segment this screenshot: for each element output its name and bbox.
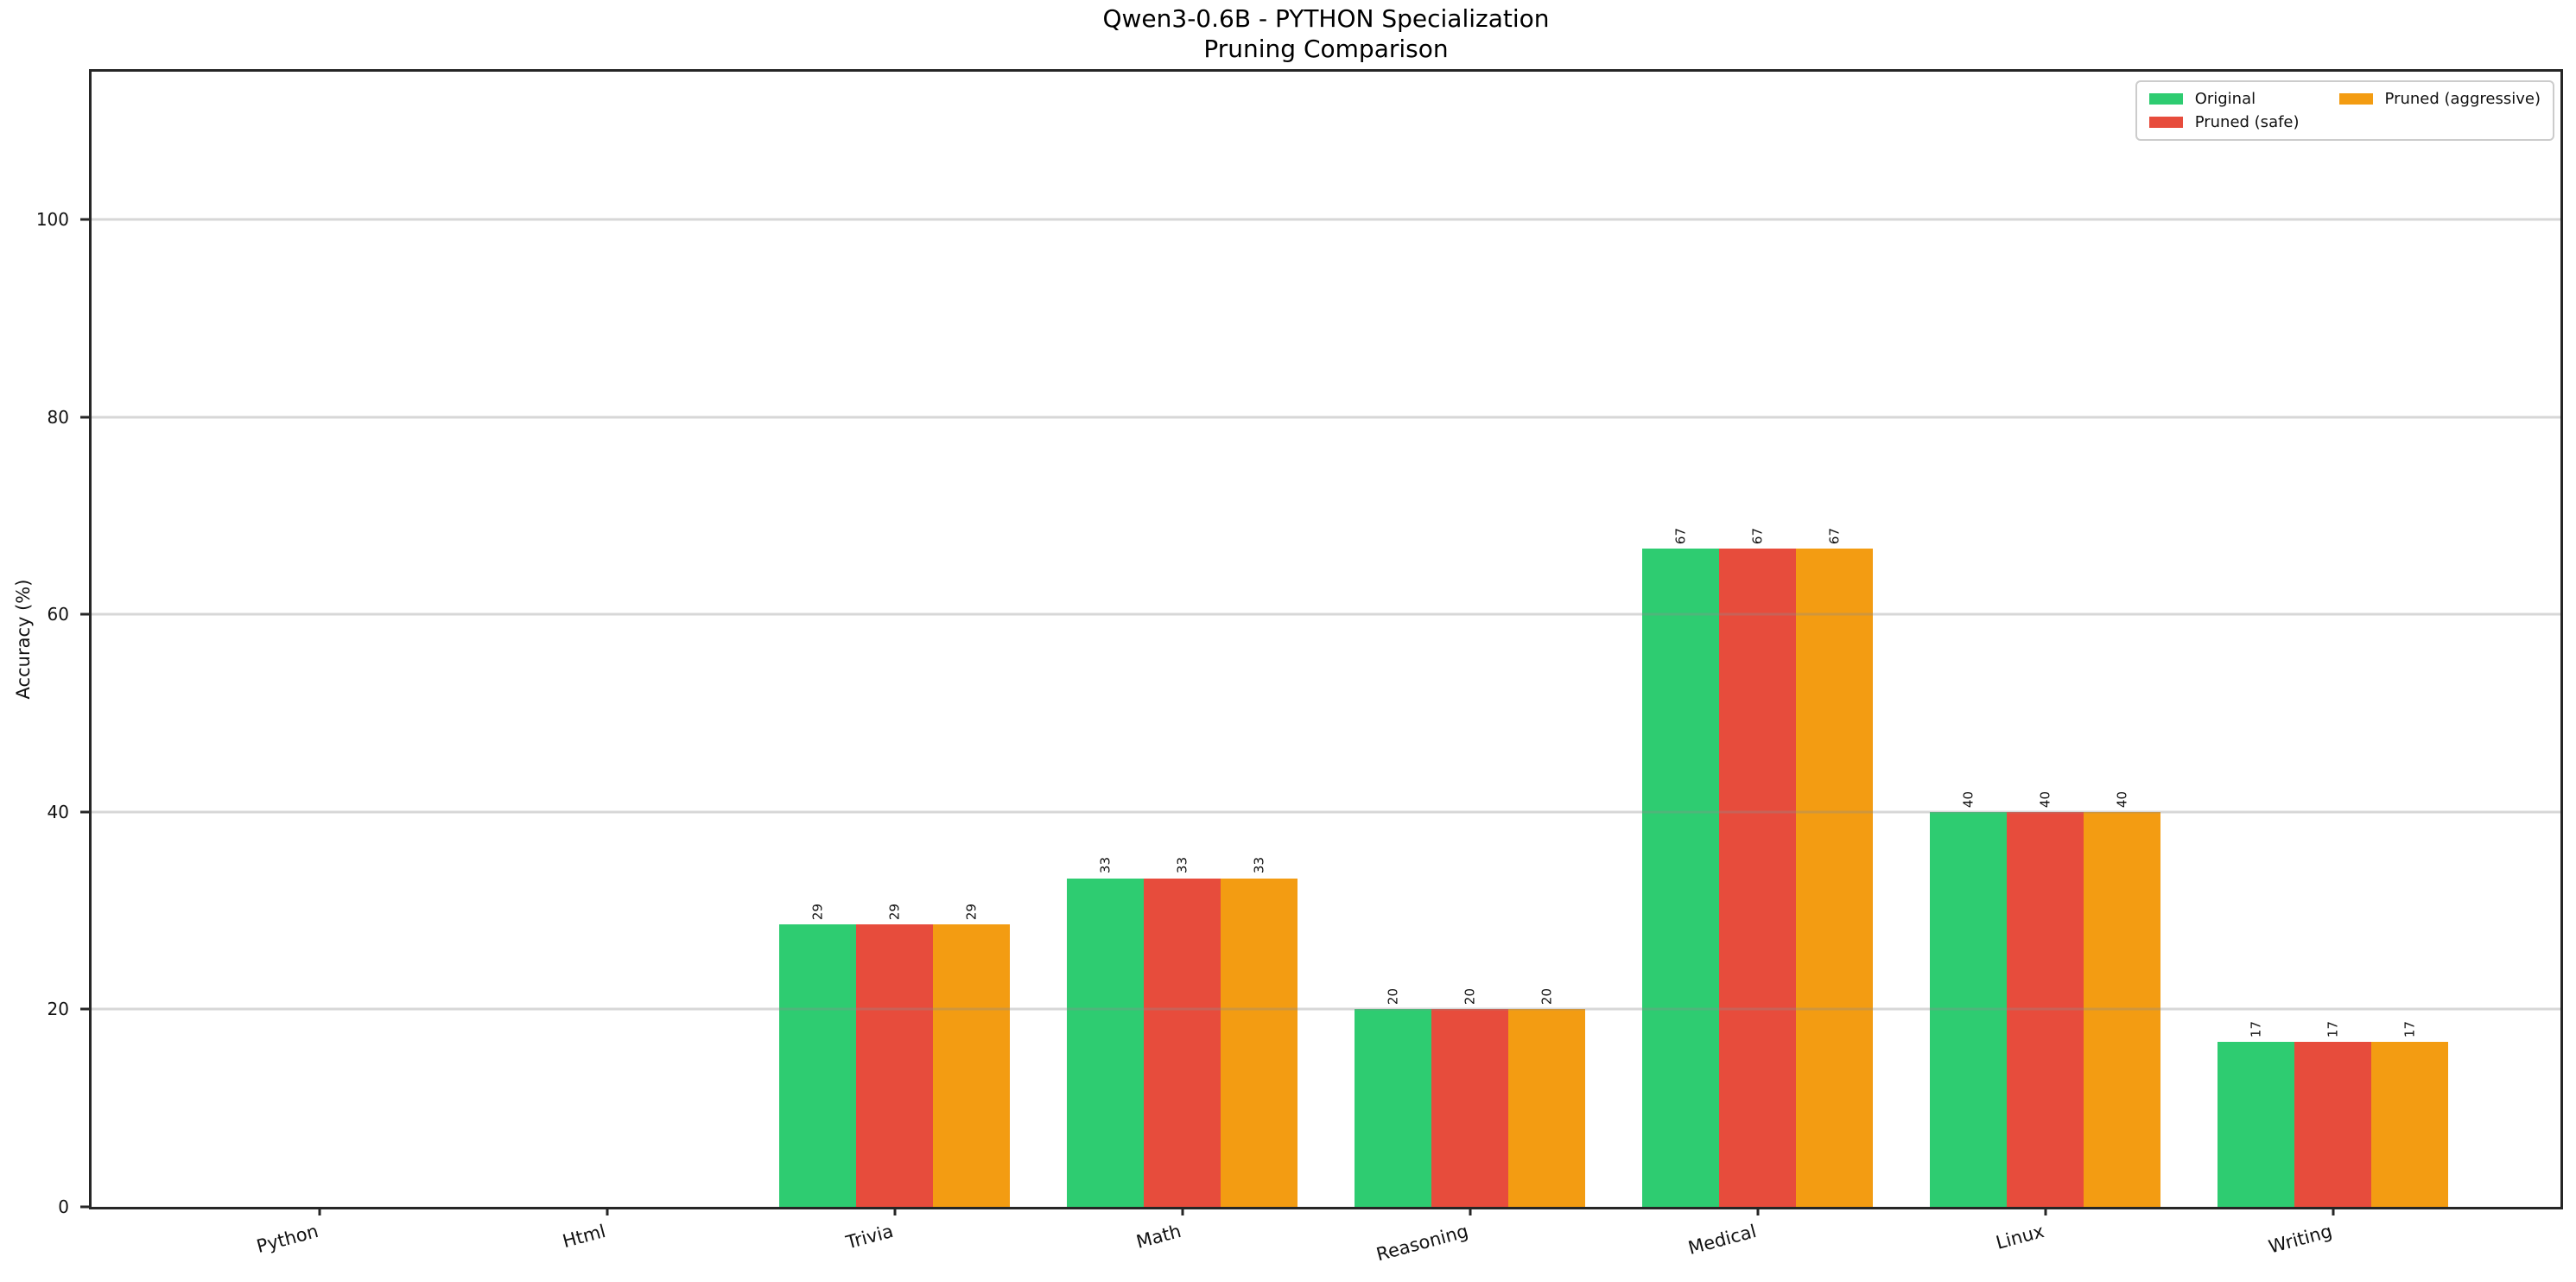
legend: Original Pruned (safe) Pruned (aggressive) [2135, 80, 2554, 141]
category-group-html: Html [463, 72, 751, 1252]
y-axis-title: Accuracy (%) [13, 579, 34, 700]
x-tick-label-reasoning: Reasoning [1374, 1221, 1471, 1266]
bar-value-label: 67 [1672, 527, 1688, 544]
bar-pruned-aggressive-math: 33 [1221, 857, 1298, 1207]
bar-group-linux: 40 40 40 [1930, 72, 2160, 1207]
bar-pruned-safe-trivia: 29 [856, 904, 933, 1207]
x-tick-label-medical: Medical [1685, 1221, 1759, 1260]
bar-pruned-aggressive-linux: 40 [2084, 791, 2160, 1207]
bar-original-linux: 40 [1930, 791, 2007, 1207]
category-group-math: 33 33 33 Math [1038, 72, 1326, 1253]
category-group-reasoning: 20 20 20 Reasoning [1326, 72, 1614, 1265]
bar-pruned-safe-math: 33 [1144, 857, 1221, 1207]
legend-label-original: Original [2194, 90, 2256, 108]
x-tick-mark-medical [1756, 1207, 1759, 1215]
bar-original-trivia: 29 [779, 904, 856, 1207]
legend-swatch-pruned-aggressive [2338, 93, 2373, 105]
plot-slots: Python Html 29 29 29 Trivia 33 33 33 Math 20 20 20 Re… [92, 72, 2560, 1265]
bar-value-label: 33 [1251, 857, 1266, 874]
y-tick-label-80: 80 [47, 406, 69, 428]
bar-original-math: 33 [1067, 857, 1144, 1207]
bar-value-label: 17 [2325, 1021, 2340, 1038]
category-group-linux: 40 40 40 Linux [1901, 72, 2189, 1253]
y-tick-mark-40 [80, 810, 89, 814]
x-tick-label-math: Math [1133, 1221, 1183, 1253]
legend-swatch-original [2148, 93, 2183, 105]
bar-value-label: 20 [1462, 988, 1477, 1006]
legend-item-pruned-aggressive: Pruned (aggressive) [2338, 90, 2541, 108]
bar-value-label: 40 [2037, 790, 2053, 808]
x-tick-mark-linux [2044, 1207, 2046, 1215]
x-tick-mark-writing [2332, 1207, 2334, 1215]
category-group-medical: 67 67 67 Medical [1614, 72, 1901, 1259]
bar-pruned-safe-linux: 40 [2007, 791, 2084, 1207]
x-tick-mark-reasoning [1469, 1207, 1471, 1215]
bar-pruned-safe-medical: 67 [1719, 528, 1796, 1207]
category-group-trivia: 29 29 29 Trivia [751, 72, 1038, 1253]
bar-value-label: 20 [1385, 988, 1400, 1006]
category-group-writing: 17 17 17 Writing [2189, 72, 2477, 1258]
x-tick-mark-python [318, 1207, 320, 1215]
bar-original-medical: 67 [1642, 528, 1719, 1207]
bar-value-label: 17 [2248, 1021, 2263, 1038]
y-tick-label-20: 20 [47, 999, 69, 1020]
bar-value-label: 29 [809, 904, 825, 921]
y-tick-label-40: 40 [47, 801, 69, 822]
bar-value-label: 33 [1174, 857, 1190, 874]
y-tick-mark-60 [80, 612, 89, 616]
bar-value-label: 40 [1960, 790, 1976, 808]
legend-item-original: Original [2148, 90, 2300, 108]
bar-group-html [492, 72, 722, 1207]
bar-pruned-aggressive-medical: 67 [1796, 528, 1873, 1207]
bar-original-reasoning: 20 [1355, 988, 1431, 1207]
bar-value-label: 67 [1749, 527, 1765, 544]
bar-group-python [204, 72, 435, 1207]
bar-pruned-aggressive-reasoning: 20 [1508, 988, 1585, 1207]
x-tick-label-python: Python [254, 1221, 320, 1258]
y-tick-mark-80 [80, 416, 89, 419]
bar-value-label: 29 [963, 904, 979, 921]
x-tick-label-writing: Writing [2266, 1221, 2334, 1258]
bar-group-math: 33 33 33 [1067, 72, 1298, 1207]
bar-value-label: 67 [1826, 527, 1842, 544]
bar-group-trivia: 29 29 29 [779, 72, 1010, 1207]
y-tick-mark-0 [80, 1205, 89, 1209]
x-tick-label-trivia: Trivia [844, 1221, 896, 1253]
bar-value-label: 20 [1539, 988, 1554, 1006]
bar-pruned-safe-reasoning: 20 [1431, 988, 1508, 1207]
bar-value-label: 33 [1097, 857, 1113, 874]
legend-swatch-pruned-safe [2148, 117, 2183, 128]
x-tick-label-linux: Linux [1993, 1221, 2046, 1253]
y-tick-mark-100 [80, 218, 89, 221]
legend-item-pruned-safe: Pruned (safe) [2148, 113, 2300, 131]
y-tick-label-100: 100 [35, 209, 69, 231]
x-tick-mark-html [606, 1207, 608, 1215]
bar-value-label: 17 [2402, 1021, 2417, 1038]
bar-original-writing: 17 [2218, 1021, 2294, 1207]
y-tick-mark-20 [80, 1007, 89, 1011]
legend-label-pruned-safe: Pruned (safe) [2194, 113, 2300, 131]
chart-title: Qwen3-0.6B - PYTHON Specialization Pruni… [1102, 4, 1550, 63]
x-tick-label-html: Html [560, 1221, 608, 1253]
x-tick-mark-math [1181, 1207, 1183, 1215]
legend-label-pruned-aggressive: Pruned (aggressive) [2384, 90, 2541, 108]
bar-group-writing: 17 17 17 [2218, 72, 2448, 1207]
bar-pruned-safe-writing: 17 [2294, 1021, 2371, 1207]
bar-value-label: 40 [2114, 790, 2129, 808]
bar-group-medical: 67 67 67 [1642, 72, 1873, 1207]
y-tick-label-0: 0 [58, 1196, 69, 1217]
y-tick-label-60: 60 [47, 604, 69, 625]
bar-value-label: 29 [886, 904, 902, 921]
bar-pruned-aggressive-writing: 17 [2371, 1021, 2448, 1207]
bar-pruned-aggressive-trivia: 29 [933, 904, 1010, 1207]
category-group-python: Python [175, 72, 463, 1257]
bar-group-reasoning: 20 20 20 [1355, 72, 1585, 1207]
x-tick-mark-trivia [893, 1207, 896, 1215]
plot-area: Python Html 29 29 29 Trivia 33 33 33 Math 20 20 20 Re… [36, 69, 2563, 1265]
